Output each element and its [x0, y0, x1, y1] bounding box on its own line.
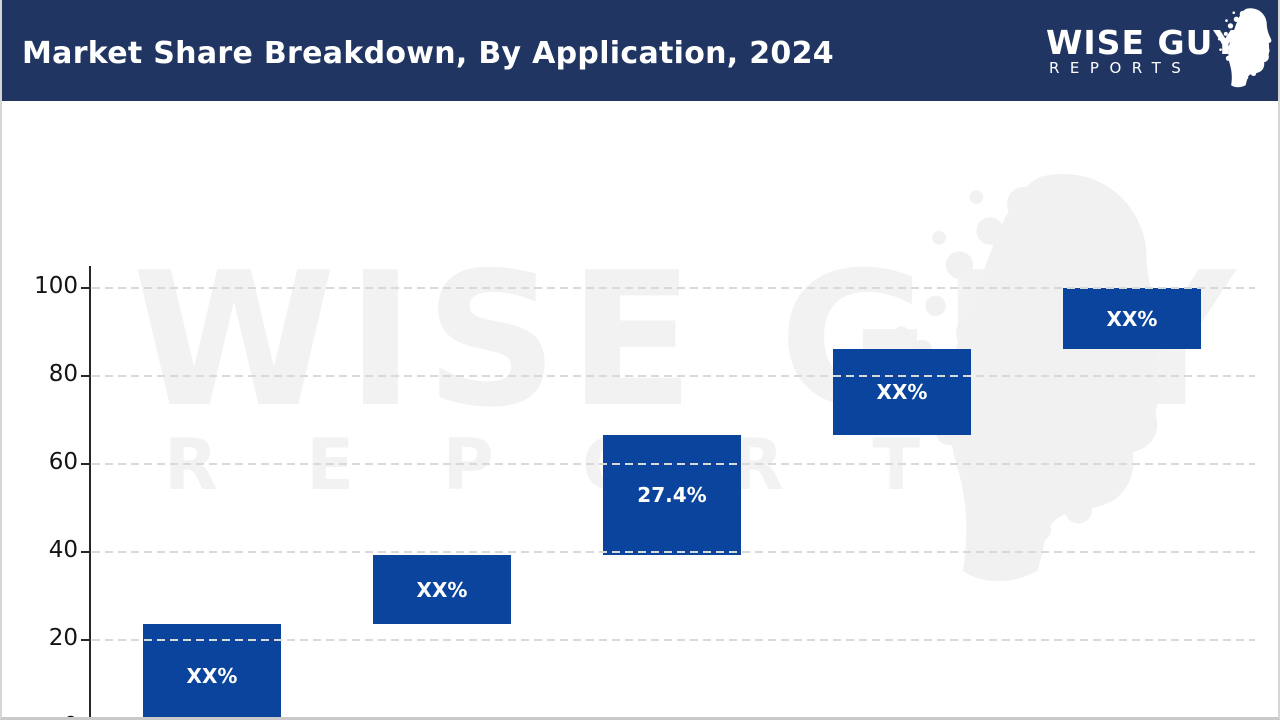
logo-reports-text: REPORTS	[1049, 59, 1192, 77]
bar-value-label: XX%	[876, 379, 928, 404]
logo-wiseguy-text: WISE GUY	[1046, 23, 1239, 62]
y-axis-line	[89, 266, 91, 717]
y-gridline	[92, 551, 1255, 553]
watermark-head-icon	[854, 158, 1194, 614]
y-tick-mark	[81, 463, 90, 465]
chart-plot-area: XX%XX%27.4%XX%XX% 020406080100 Industria…	[2, 101, 1278, 717]
y-gridline	[92, 463, 1255, 465]
y-tick-label: 0	[22, 713, 78, 717]
header-banner: Market Share Breakdown, By Application, …	[2, 0, 1278, 101]
y-tick-label: 60	[48, 449, 78, 475]
y-tick-label: 40	[48, 537, 78, 563]
y-tick-label: 80	[48, 361, 78, 387]
bar-aerospace-and-defense: XX%	[373, 555, 511, 625]
y-gridline	[92, 639, 1255, 641]
bar-telecommunications: 27.4%	[603, 434, 741, 556]
page-title: Market Share Breakdown, By Application, …	[22, 36, 834, 71]
y-gridline	[92, 287, 1255, 289]
y-tick-mark	[81, 287, 90, 289]
y-tick-mark	[81, 551, 90, 553]
bar-healthcare: XX%	[833, 349, 971, 435]
bar-value-label: XX%	[1106, 306, 1158, 331]
wise-guy-reports-logo: WISE GUY REPORTS	[1032, 0, 1278, 101]
logo-head-icon	[1210, 5, 1276, 97]
bar-value-label: XX%	[186, 664, 238, 689]
bar-value-label: XX%	[416, 577, 468, 602]
bar-consumer-electronics: XX%	[1063, 288, 1201, 350]
y-tick-label: 100	[34, 273, 78, 299]
y-tick-label: 20	[48, 625, 78, 651]
y-tick-mark	[81, 375, 90, 377]
y-tick-mark	[81, 639, 90, 641]
bar-value-label: 27.4%	[637, 482, 707, 507]
y-gridline	[92, 375, 1255, 377]
